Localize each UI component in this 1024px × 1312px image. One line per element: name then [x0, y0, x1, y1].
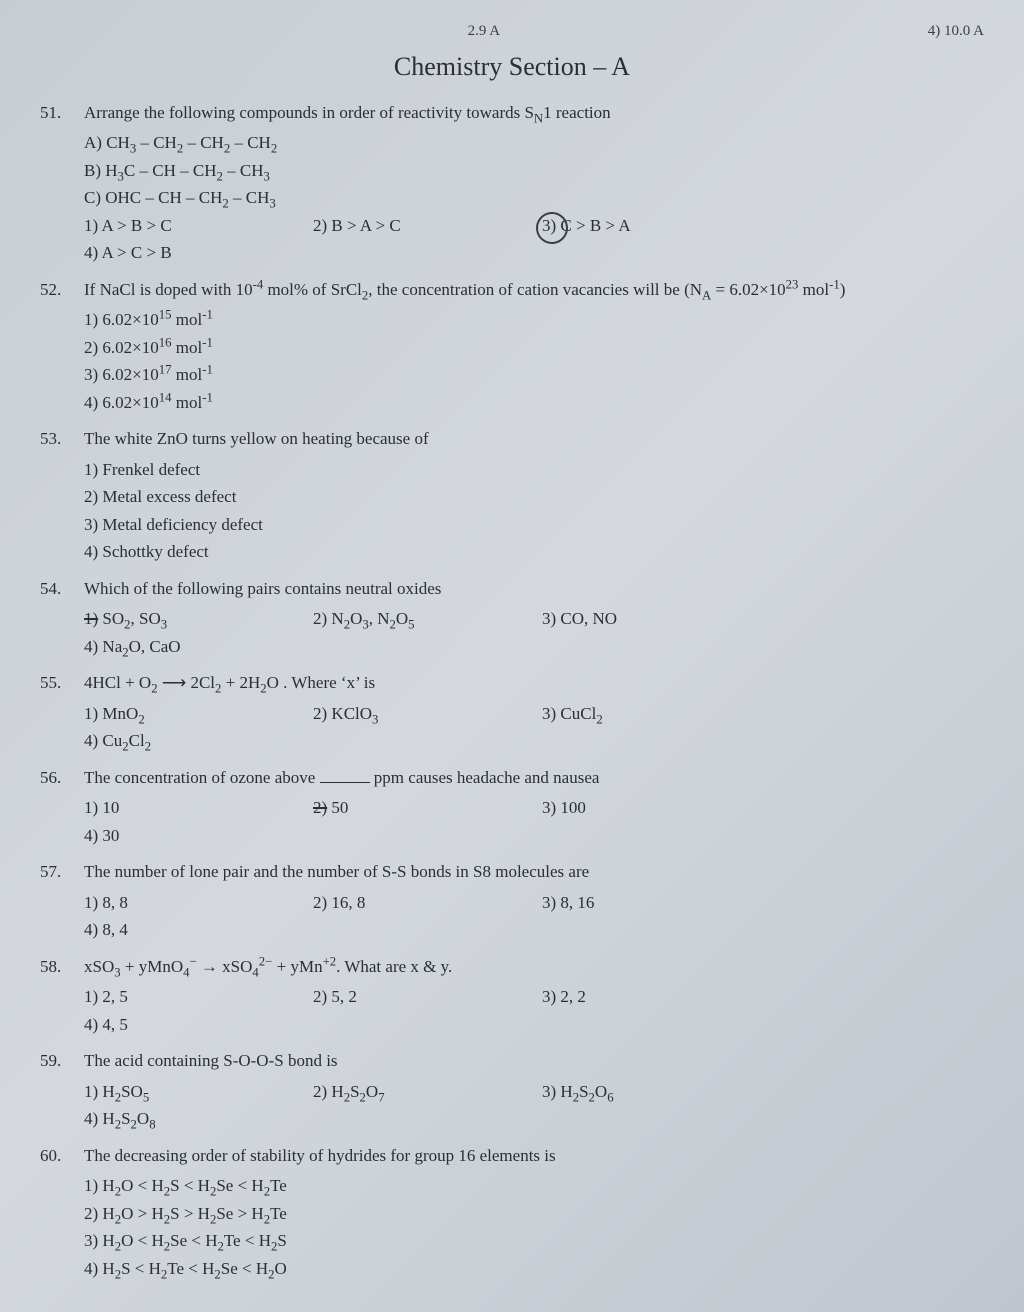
q-stem: The number of lone pair and the number o… [84, 859, 984, 885]
opt-3: 3) CO, NO [542, 605, 771, 633]
opt-1: 1) H2SO5 [84, 1078, 313, 1106]
opt-4: 4) 4, 5 [84, 1011, 313, 1039]
opt-1: 1) 8, 8 [84, 889, 313, 917]
choice-a: A) CH3 – CH2 – CH2 – CH2 [84, 129, 538, 157]
opt-3: 3) 8, 16 [542, 889, 771, 917]
opt-4: 4) 6.02×1014 mol-1 [84, 389, 538, 417]
opt-4: 4) Na2O, CaO [84, 633, 313, 661]
q-stem: xSO3 + yMnO4− → xSO42− + yMn+2. What are… [84, 954, 984, 980]
question-52: 52. If NaCl is doped with 10-4 mol% of S… [40, 277, 984, 417]
header-frag-2: 4) 10.0 A [928, 20, 984, 43]
opt-1: 1) Frenkel defect [84, 456, 538, 484]
opt-2: 2) N2O3, N2O5 [313, 605, 542, 633]
opt-3: 3) H2O < H2Se < H2Te < H2S [84, 1227, 538, 1255]
opt-3: 3) H2S2O6 [542, 1078, 771, 1106]
opt-1: 1) H2O < H2S < H2Se < H2Te [84, 1172, 538, 1200]
opt-4: 4) H2S2O8 [84, 1105, 313, 1133]
q-stem: Which of the following pairs contains ne… [84, 576, 984, 602]
question-56: 56. The concentration of ozone above ppm… [40, 765, 984, 850]
q-num: 53. [40, 426, 84, 566]
q-num: 59. [40, 1048, 84, 1133]
opt-3: 3) Metal deficiency defect [84, 511, 538, 539]
opt-3: 3) C > B > A [542, 212, 771, 240]
opt-2: 2) 50 [313, 794, 542, 822]
opt-1: 1) 10 [84, 794, 313, 822]
opt-1: 1) A > B > C [84, 212, 313, 240]
opt-2: 2) H2O > H2S > H2Se > H2Te [84, 1200, 538, 1228]
opt-4: 4) 30 [84, 822, 313, 850]
question-59: 59. The acid containing S-O-O-S bond is … [40, 1048, 984, 1133]
opt-2: 2) KClO3 [313, 700, 542, 728]
header-partial: 2.9 A 4) 10.0 A [40, 20, 984, 43]
opt-2: 2) Metal excess defect [84, 483, 538, 511]
opt-3: 3) CuCl2 [542, 700, 771, 728]
q-num: 58. [40, 954, 84, 1039]
opt-2: 2) 5, 2 [313, 983, 542, 1011]
opt-1: 1) 2, 5 [84, 983, 313, 1011]
question-55: 55. 4HCl + O2 ⟶ 2Cl2 + 2H2O . Where ‘x’ … [40, 670, 984, 755]
question-58: 58. xSO3 + yMnO4− → xSO42− + yMn+2. What… [40, 954, 984, 1039]
opt-3: 3) 100 [542, 794, 771, 822]
opt-1: 1) 6.02×1015 mol-1 [84, 306, 538, 334]
q-stem: If NaCl is doped with 10-4 mol% of SrCl2… [84, 277, 984, 303]
q-num: 51. [40, 100, 84, 267]
q-stem: Arrange the following compounds in order… [84, 100, 984, 126]
opt-1: 1) MnO2 [84, 700, 313, 728]
q-stem: The white ZnO turns yellow on heating be… [84, 426, 984, 452]
opt-4: 4) A > C > B [84, 239, 313, 267]
q-num: 60. [40, 1143, 84, 1283]
q-num: 55. [40, 670, 84, 755]
section-title: Chemistry Section – A [40, 47, 984, 86]
opt-2: 2) 6.02×1016 mol-1 [84, 334, 538, 362]
choice-c: C) OHC – CH – CH2 – CH3 [84, 184, 984, 212]
question-60: 60. The decreasing order of stability of… [40, 1143, 984, 1283]
question-53: 53. The white ZnO turns yellow on heatin… [40, 426, 984, 566]
opt-4: 4) Cu2Cl2 [84, 727, 313, 755]
opt-2: 2) B > A > C [313, 212, 542, 240]
opt-4: 4) 8, 4 [84, 916, 313, 944]
opt-3: 3) 6.02×1017 mol-1 [84, 361, 538, 389]
q-num: 52. [40, 277, 84, 417]
opt-3: 3) 2, 2 [542, 983, 771, 1011]
q-stem: The decreasing order of stability of hyd… [84, 1143, 984, 1169]
q-num: 57. [40, 859, 84, 944]
question-51: 51. Arrange the following compounds in o… [40, 100, 984, 267]
q-num: 56. [40, 765, 84, 850]
opt-2: 2) H2S2O7 [313, 1078, 542, 1106]
opt-1: 1) SO2, SO3 [84, 605, 313, 633]
header-frag-1: 2.9 A [468, 20, 501, 43]
question-57: 57. The number of lone pair and the numb… [40, 859, 984, 944]
q-stem: 4HCl + O2 ⟶ 2Cl2 + 2H2O . Where ‘x’ is [84, 670, 984, 696]
question-54: 54. Which of the following pairs contain… [40, 576, 984, 661]
q-num: 54. [40, 576, 84, 661]
q-stem: The concentration of ozone above ppm cau… [84, 765, 984, 791]
opt-4: 4) Schottky defect [84, 538, 538, 566]
opt-4: 4) H2S < H2Te < H2Se < H2O [84, 1255, 538, 1283]
opt-2: 2) 16, 8 [313, 889, 542, 917]
q-stem: The acid containing S-O-O-S bond is [84, 1048, 984, 1074]
choice-b: B) H3C – CH – CH2 – CH3 [84, 157, 538, 185]
